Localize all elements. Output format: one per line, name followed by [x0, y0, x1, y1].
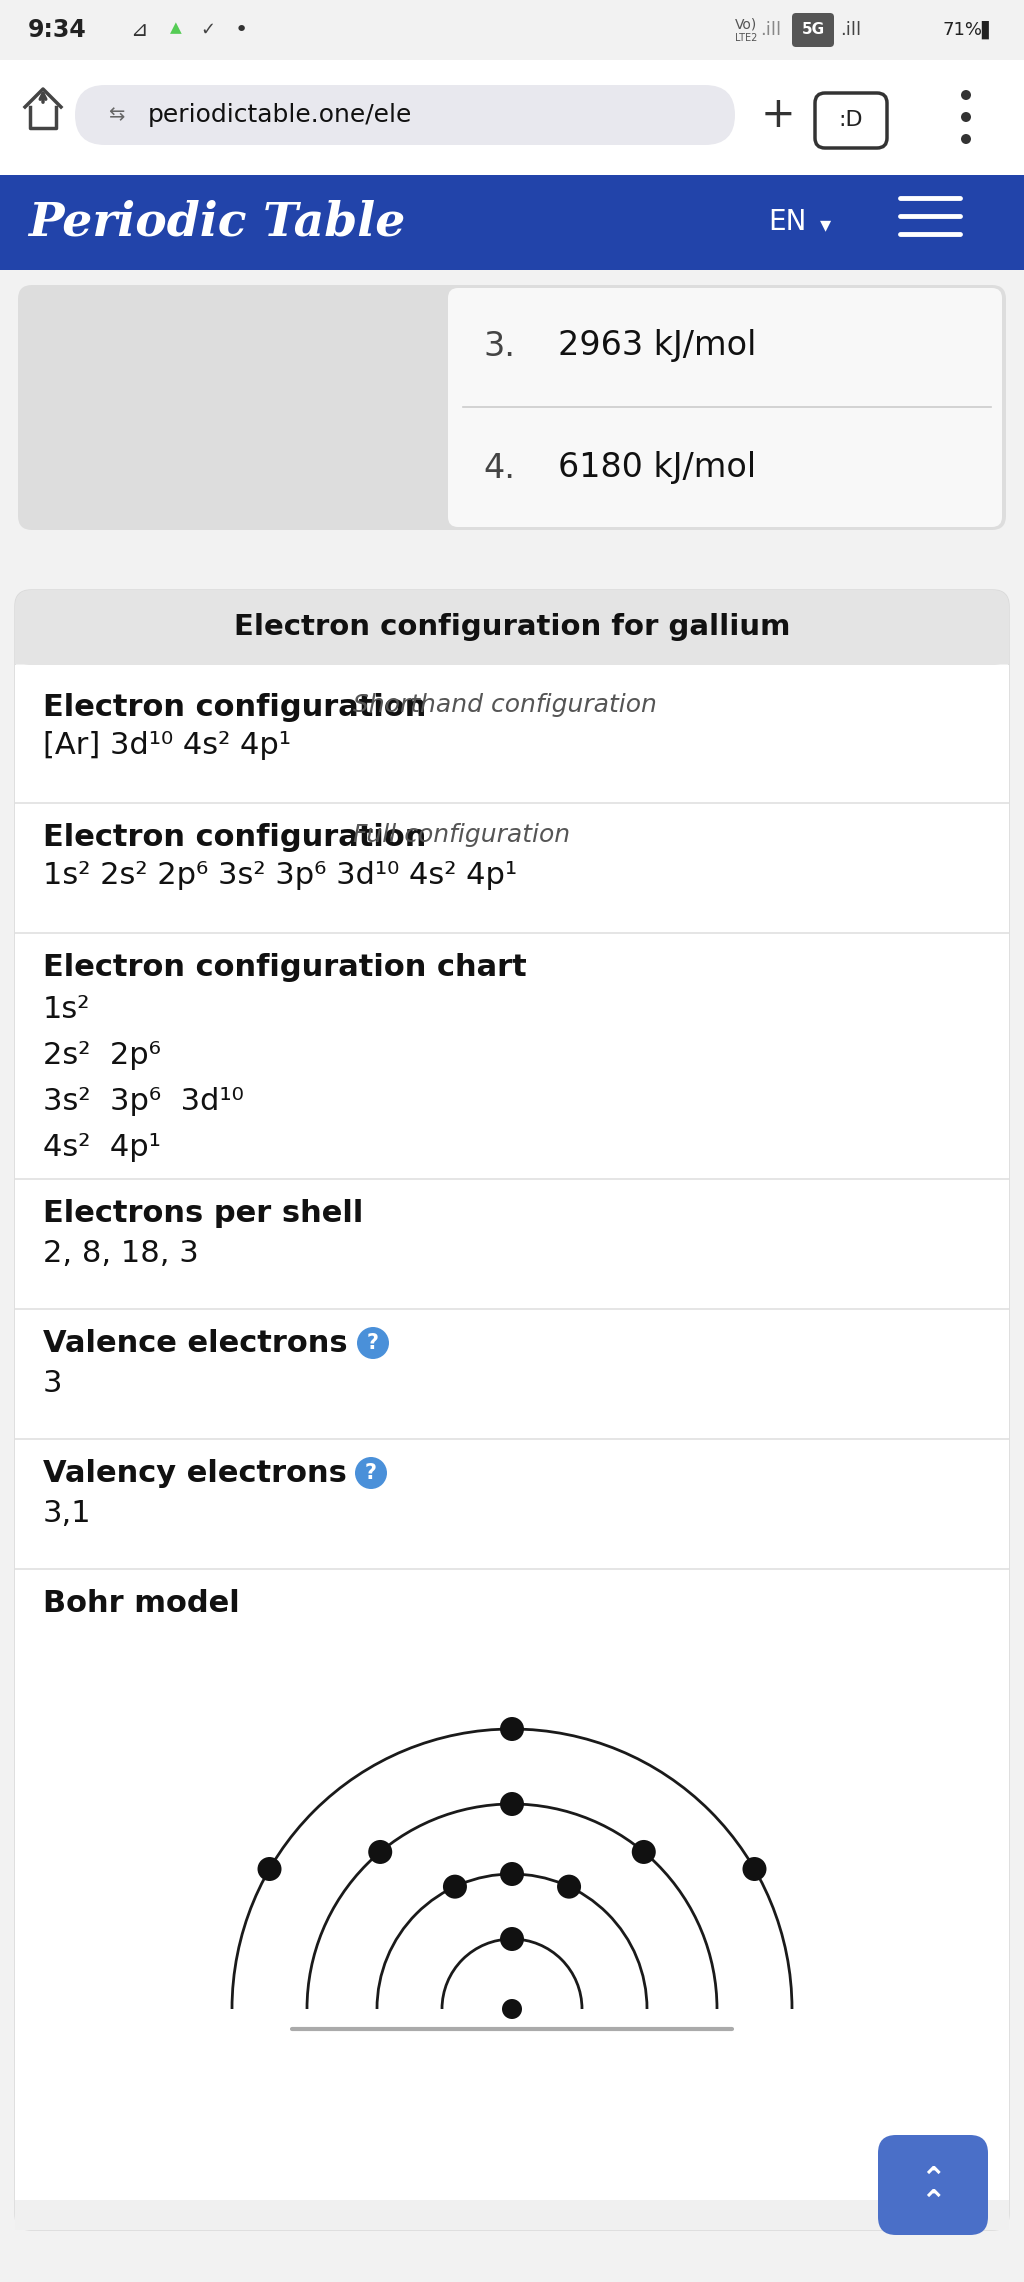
- Text: 1s²: 1s²: [43, 995, 90, 1025]
- Circle shape: [502, 1999, 522, 2020]
- Circle shape: [961, 89, 971, 100]
- Text: ?: ?: [367, 1333, 379, 1353]
- Text: Valency electrons: Valency electrons: [43, 1458, 347, 1488]
- Text: 71%▌: 71%▌: [942, 21, 996, 39]
- Text: [Ar] 3d¹⁰ 4s² 4p¹: [Ar] 3d¹⁰ 4s² 4p¹: [43, 730, 291, 760]
- Text: 6180 kJ/mol: 6180 kJ/mol: [558, 452, 756, 484]
- FancyBboxPatch shape: [792, 14, 834, 48]
- Text: EN: EN: [768, 208, 806, 235]
- Text: 2963 kJ/mol: 2963 kJ/mol: [558, 329, 757, 363]
- Text: 3s²  3p⁶  3d¹⁰: 3s² 3p⁶ 3d¹⁰: [43, 1086, 244, 1116]
- Text: 4.: 4.: [483, 452, 515, 484]
- Text: ▾: ▾: [820, 215, 831, 235]
- Text: Vo): Vo): [735, 18, 758, 32]
- Text: ⌃: ⌃: [921, 2188, 946, 2218]
- Circle shape: [500, 1791, 524, 1816]
- Text: ▲: ▲: [170, 21, 181, 37]
- Text: Electron configuration: Electron configuration: [43, 694, 426, 721]
- FancyBboxPatch shape: [15, 591, 1009, 2230]
- Text: Bohr model: Bohr model: [43, 1588, 240, 1618]
- Text: 2s²  2p⁶: 2s² 2p⁶: [43, 1041, 161, 1070]
- Circle shape: [443, 1874, 467, 1899]
- Text: 3: 3: [43, 1369, 62, 1399]
- Text: Shorthand configuration: Shorthand configuration: [353, 694, 656, 717]
- Text: .ill: .ill: [840, 21, 861, 39]
- Text: Valence electrons: Valence electrons: [43, 1328, 347, 1358]
- Text: ⇆: ⇆: [108, 105, 124, 126]
- FancyBboxPatch shape: [878, 2136, 988, 2234]
- Circle shape: [961, 112, 971, 121]
- Text: 3,1: 3,1: [43, 1499, 91, 1529]
- Text: LTE2: LTE2: [735, 32, 758, 43]
- Text: Electron configuration chart: Electron configuration chart: [43, 954, 526, 981]
- Text: 4s²  4p¹: 4s² 4p¹: [43, 1132, 161, 1162]
- Circle shape: [500, 1926, 524, 1951]
- Text: 2, 8, 18, 3: 2, 8, 18, 3: [43, 1239, 199, 1269]
- Circle shape: [961, 135, 971, 144]
- Text: periodictable.one/ele: periodictable.one/ele: [148, 103, 413, 128]
- Text: Periodic Table: Periodic Table: [28, 199, 406, 244]
- Bar: [15, 628, 1009, 664]
- Circle shape: [357, 1328, 389, 1360]
- FancyBboxPatch shape: [15, 2200, 1009, 2230]
- FancyBboxPatch shape: [75, 84, 735, 146]
- Circle shape: [742, 1858, 767, 1880]
- Text: Electron configuration for gallium: Electron configuration for gallium: [233, 614, 791, 641]
- Text: ⊿: ⊿: [130, 21, 147, 41]
- Text: .ill: .ill: [760, 21, 781, 39]
- Circle shape: [257, 1858, 282, 1880]
- Text: :D: :D: [839, 110, 863, 130]
- Text: Electron configuration: Electron configuration: [43, 824, 426, 851]
- FancyBboxPatch shape: [15, 591, 1009, 664]
- Text: •: •: [234, 21, 248, 41]
- Text: ?: ?: [365, 1463, 377, 1483]
- Text: 3.: 3.: [483, 329, 515, 363]
- Text: 9:34: 9:34: [28, 18, 87, 41]
- Circle shape: [632, 1839, 655, 1864]
- Bar: [0, 176, 1024, 269]
- Text: 1s² 2s² 2p⁶ 3s² 3p⁶ 3d¹⁰ 4s² 4p¹: 1s² 2s² 2p⁶ 3s² 3p⁶ 3d¹⁰ 4s² 4p¹: [43, 860, 517, 890]
- FancyBboxPatch shape: [15, 664, 1009, 2230]
- FancyBboxPatch shape: [18, 285, 1006, 529]
- Text: Full configuration: Full configuration: [353, 824, 570, 847]
- Text: Electrons per shell: Electrons per shell: [43, 1198, 364, 1228]
- Text: 5G: 5G: [802, 23, 824, 37]
- Circle shape: [355, 1456, 387, 1488]
- Text: ⌃: ⌃: [921, 2166, 946, 2195]
- Circle shape: [500, 1716, 524, 1741]
- Bar: [0, 0, 1024, 59]
- Text: ✓: ✓: [200, 21, 215, 39]
- Circle shape: [369, 1839, 392, 1864]
- FancyBboxPatch shape: [449, 288, 1002, 527]
- Text: +: +: [761, 94, 796, 137]
- Circle shape: [500, 1862, 524, 1885]
- Circle shape: [557, 1874, 581, 1899]
- Bar: [0, 59, 1024, 176]
